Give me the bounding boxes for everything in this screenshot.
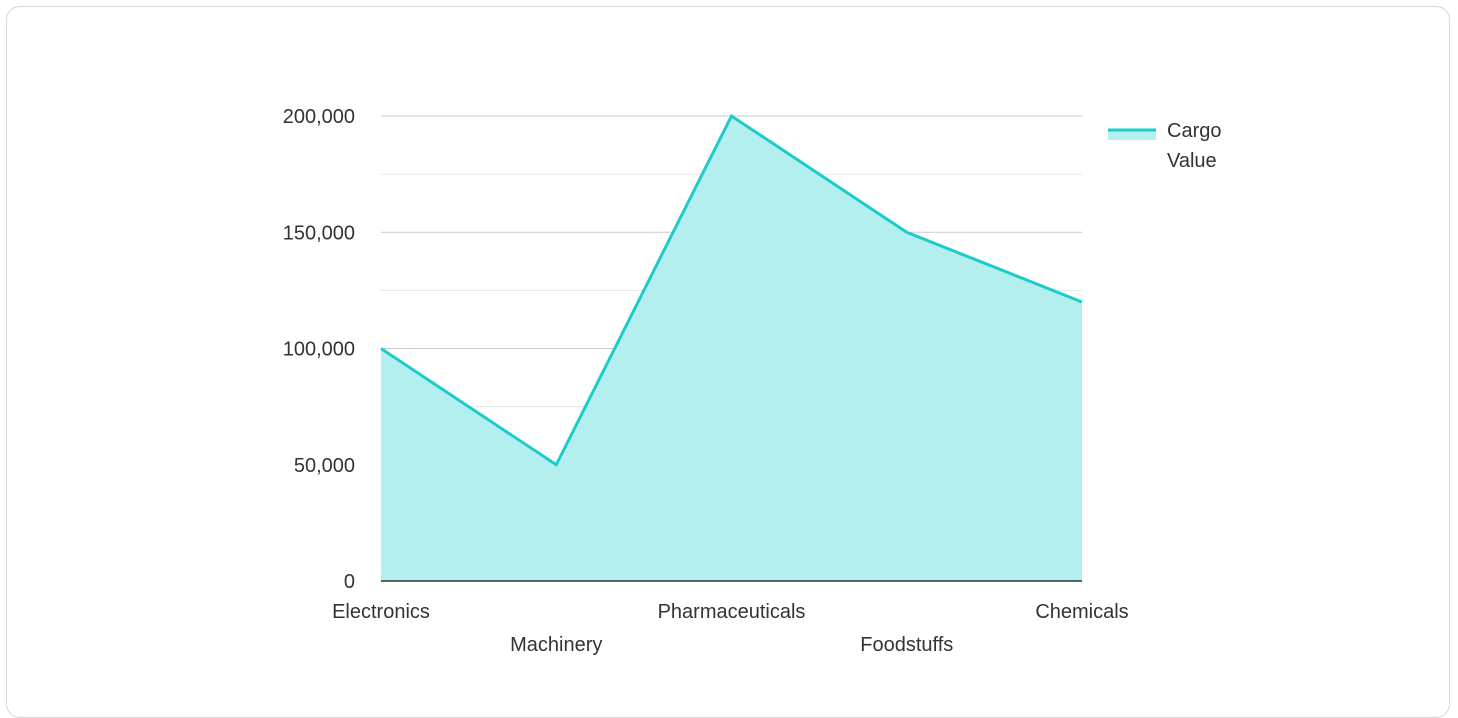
y-axis-ticks: 0 50,000 100,000 150,000 200,000 bbox=[283, 106, 355, 593]
x-axis-ticks: Electronics Machinery Pharmaceuticals Foods… bbox=[332, 601, 1129, 656]
legend-label-line2: Value bbox=[1167, 150, 1217, 172]
y-tick-label: 50,000 bbox=[294, 455, 355, 477]
x-tick-label: Machinery bbox=[510, 634, 602, 656]
y-tick-label: 0 bbox=[344, 571, 355, 593]
x-tick-label: Electronics bbox=[332, 601, 430, 623]
area-chart: 0 50,000 100,000 150,000 200,000 Electronics… bbox=[283, 106, 1222, 656]
legend[interactable]: Cargo Value bbox=[1108, 120, 1221, 172]
y-tick-label: 150,000 bbox=[283, 222, 355, 244]
series-line-cargo-value bbox=[380, 113, 1083, 467]
legend-swatch-fill bbox=[1108, 130, 1156, 140]
x-tick-label: Foodstuffs bbox=[860, 634, 953, 656]
y-tick-label: 200,000 bbox=[283, 106, 355, 128]
legend-label-line1: Cargo bbox=[1167, 120, 1221, 142]
x-tick-label: Chemicals bbox=[1035, 601, 1128, 623]
x-tick-label: Pharmaceuticals bbox=[658, 601, 806, 623]
y-tick-label: 100,000 bbox=[283, 339, 355, 361]
